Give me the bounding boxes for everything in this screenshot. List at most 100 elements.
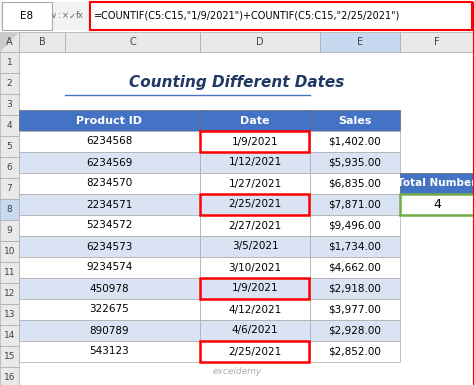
Bar xyxy=(200,173,310,194)
Bar xyxy=(200,278,310,299)
Text: Sales: Sales xyxy=(338,116,372,126)
Text: 9234574: 9234574 xyxy=(86,263,133,273)
Text: 543123: 543123 xyxy=(90,346,129,357)
Bar xyxy=(310,236,400,257)
Bar xyxy=(0,304,19,325)
Text: 322675: 322675 xyxy=(90,305,129,315)
Text: 890789: 890789 xyxy=(90,325,129,335)
Text: 3/10/2021: 3/10/2021 xyxy=(228,263,282,273)
Text: $5,935.00: $5,935.00 xyxy=(328,157,382,167)
Bar xyxy=(0,32,19,52)
Bar xyxy=(0,283,19,304)
Bar xyxy=(310,152,400,173)
Bar xyxy=(320,32,400,52)
Bar xyxy=(0,262,19,283)
Text: 6234569: 6234569 xyxy=(86,157,133,167)
Text: 1/12/2021: 1/12/2021 xyxy=(228,157,282,167)
Bar xyxy=(19,278,200,299)
Bar xyxy=(0,52,19,73)
Text: 1: 1 xyxy=(7,58,12,67)
Text: $6,835.00: $6,835.00 xyxy=(328,179,382,189)
Text: 16: 16 xyxy=(4,373,15,382)
Bar xyxy=(19,52,474,385)
Text: 7: 7 xyxy=(7,184,12,193)
Text: 2/25/2021: 2/25/2021 xyxy=(228,346,282,357)
Text: 15: 15 xyxy=(4,352,15,361)
Text: 6234568: 6234568 xyxy=(86,137,133,147)
Bar xyxy=(201,278,310,299)
Bar xyxy=(0,94,19,115)
Bar xyxy=(19,215,200,236)
Text: Date: Date xyxy=(240,116,270,126)
Bar xyxy=(310,110,400,131)
Bar xyxy=(2,2,52,30)
Text: 9: 9 xyxy=(7,226,12,235)
Bar xyxy=(0,115,19,136)
Bar xyxy=(310,341,400,362)
Bar xyxy=(19,194,200,215)
Text: 4/12/2021: 4/12/2021 xyxy=(228,305,282,315)
Text: 12: 12 xyxy=(4,289,15,298)
Text: :: : xyxy=(58,12,60,20)
Bar xyxy=(19,320,200,341)
Text: E8: E8 xyxy=(20,11,34,21)
Bar xyxy=(310,299,400,320)
Bar xyxy=(400,194,474,215)
Text: D: D xyxy=(256,37,264,47)
Bar xyxy=(200,215,310,236)
Bar xyxy=(201,341,310,362)
Bar xyxy=(200,320,310,341)
Bar xyxy=(200,257,310,278)
Text: ∨: ∨ xyxy=(51,12,57,20)
Polygon shape xyxy=(0,32,19,52)
Text: A: A xyxy=(6,37,13,47)
Bar xyxy=(0,136,19,157)
Bar xyxy=(310,320,400,341)
Text: 13: 13 xyxy=(4,310,15,319)
Text: 4: 4 xyxy=(433,198,441,211)
Bar xyxy=(0,199,19,220)
Text: ×: × xyxy=(62,12,69,20)
Text: $7,871.00: $7,871.00 xyxy=(328,199,382,209)
Bar xyxy=(200,341,310,362)
Bar xyxy=(200,152,310,173)
Text: F: F xyxy=(434,37,440,47)
Bar xyxy=(400,173,474,194)
Text: 5: 5 xyxy=(7,142,12,151)
Bar xyxy=(19,341,200,362)
Text: Counting Different Dates: Counting Different Dates xyxy=(129,75,345,89)
Text: E: E xyxy=(357,37,363,47)
Text: 6: 6 xyxy=(7,163,12,172)
Bar xyxy=(201,131,310,152)
Text: 14: 14 xyxy=(4,331,15,340)
Bar xyxy=(310,278,400,299)
Text: 2: 2 xyxy=(7,79,12,88)
Text: B: B xyxy=(38,37,46,47)
Bar xyxy=(19,173,200,194)
Text: 8: 8 xyxy=(7,205,12,214)
Bar xyxy=(19,299,200,320)
Bar xyxy=(200,236,310,257)
Bar xyxy=(0,325,19,346)
Bar xyxy=(200,194,310,215)
Text: =COUNTIF(C5:C15,"1/9/2021")+COUNTIF(C5:C15,"2/25/2021"): =COUNTIF(C5:C15,"1/9/2021")+COUNTIF(C5:C… xyxy=(94,11,401,21)
Bar xyxy=(0,346,19,367)
Text: 10: 10 xyxy=(4,247,15,256)
Text: 2/25/2021: 2/25/2021 xyxy=(228,199,282,209)
Bar xyxy=(0,2,474,30)
Text: 4/6/2021: 4/6/2021 xyxy=(232,325,278,335)
Bar xyxy=(0,367,19,385)
Text: $9,496.00: $9,496.00 xyxy=(328,221,382,231)
Text: Total Number: Total Number xyxy=(397,179,474,189)
Bar xyxy=(200,32,320,52)
Text: $2,928.00: $2,928.00 xyxy=(328,325,382,335)
Text: 1/9/2021: 1/9/2021 xyxy=(232,283,278,293)
Bar xyxy=(200,299,310,320)
Bar xyxy=(200,131,310,152)
Text: ✓: ✓ xyxy=(69,12,75,20)
Text: 3: 3 xyxy=(7,100,12,109)
Bar xyxy=(19,257,200,278)
Text: Product ID: Product ID xyxy=(76,116,143,126)
Text: fx: fx xyxy=(76,12,84,20)
Text: $1,402.00: $1,402.00 xyxy=(328,137,382,147)
